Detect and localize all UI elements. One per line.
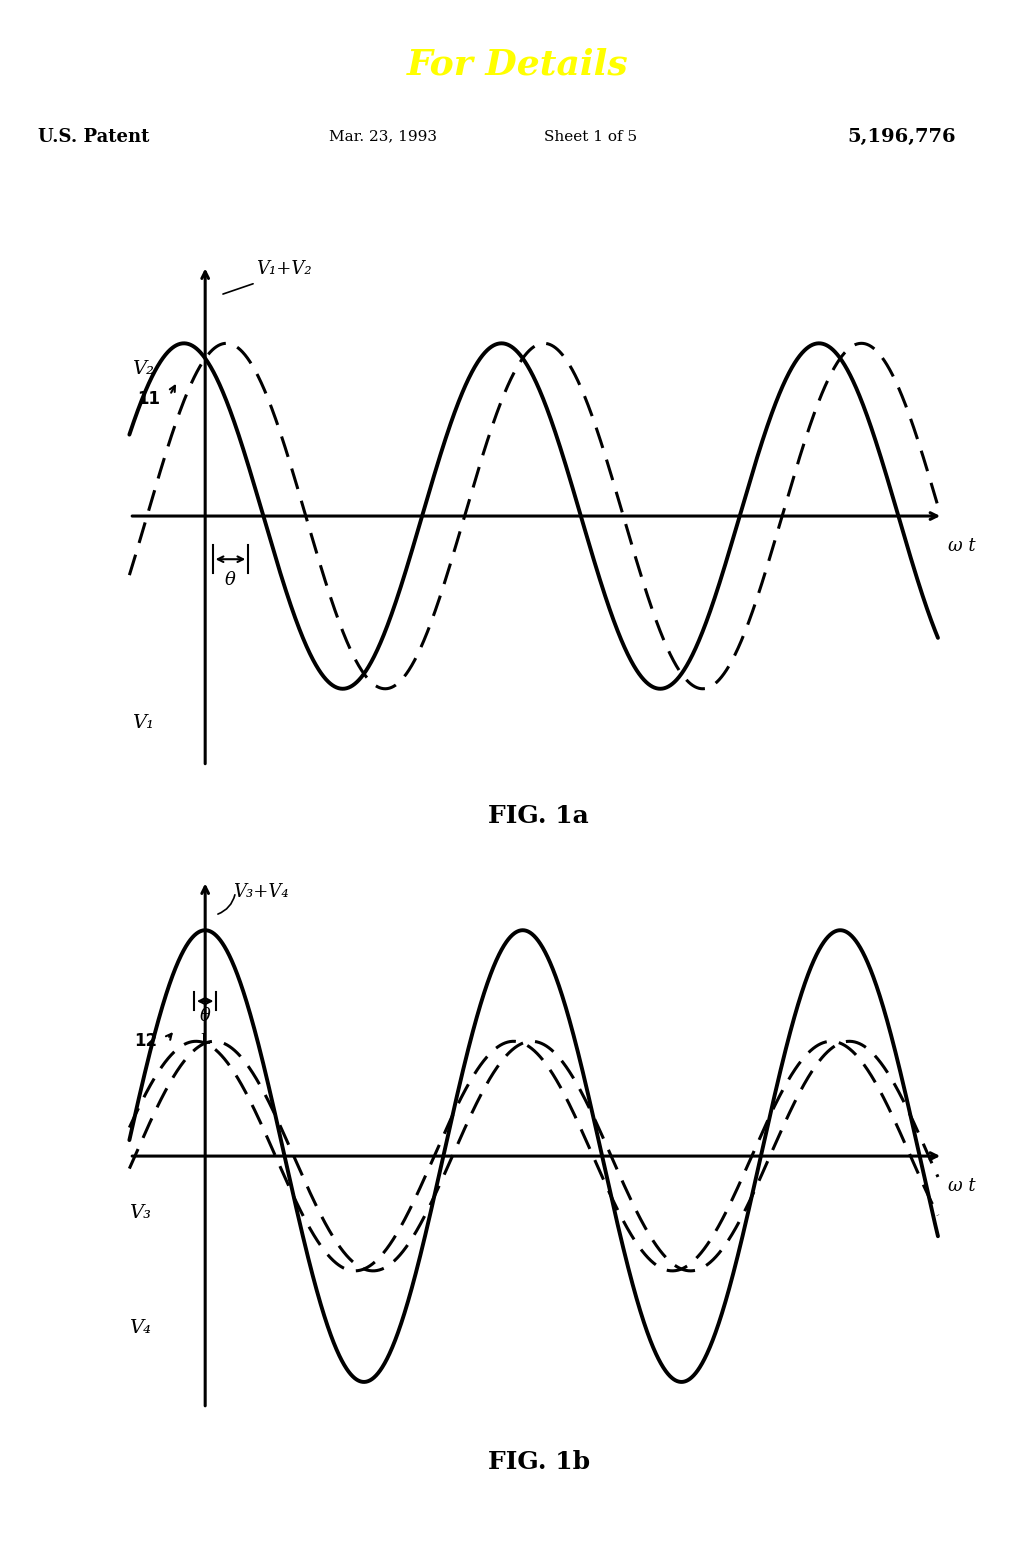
Text: Mar. 23, 1993: Mar. 23, 1993: [329, 129, 437, 144]
Text: TAP HERE: TAP HERE: [480, 19, 556, 33]
Text: θ: θ: [225, 571, 236, 590]
Text: V₃: V₃: [130, 1204, 151, 1223]
Text: ω t: ω t: [948, 537, 976, 554]
Text: U.S. Patent: U.S. Patent: [37, 127, 149, 146]
Text: V₁: V₁: [132, 714, 154, 733]
Text: V₂: V₂: [132, 360, 154, 379]
Text: 5,196,776: 5,196,776: [847, 127, 955, 146]
Text: 12: 12: [134, 1032, 157, 1051]
Text: L: L: [201, 1034, 210, 1048]
Text: Sheet 1 of 5: Sheet 1 of 5: [544, 129, 637, 144]
Text: θ: θ: [200, 1007, 210, 1024]
Text: FIG. 1a: FIG. 1a: [488, 804, 589, 829]
Text: ω t: ω t: [948, 1176, 976, 1195]
Text: For Details: For Details: [407, 48, 629, 82]
Text: FIG. 1b: FIG. 1b: [488, 1450, 589, 1474]
Text: V₃+V₄: V₃+V₄: [233, 883, 289, 900]
Text: V₄: V₄: [130, 1319, 151, 1338]
Text: 11: 11: [137, 390, 160, 408]
Text: V₁+V₂: V₁+V₂: [256, 259, 312, 278]
